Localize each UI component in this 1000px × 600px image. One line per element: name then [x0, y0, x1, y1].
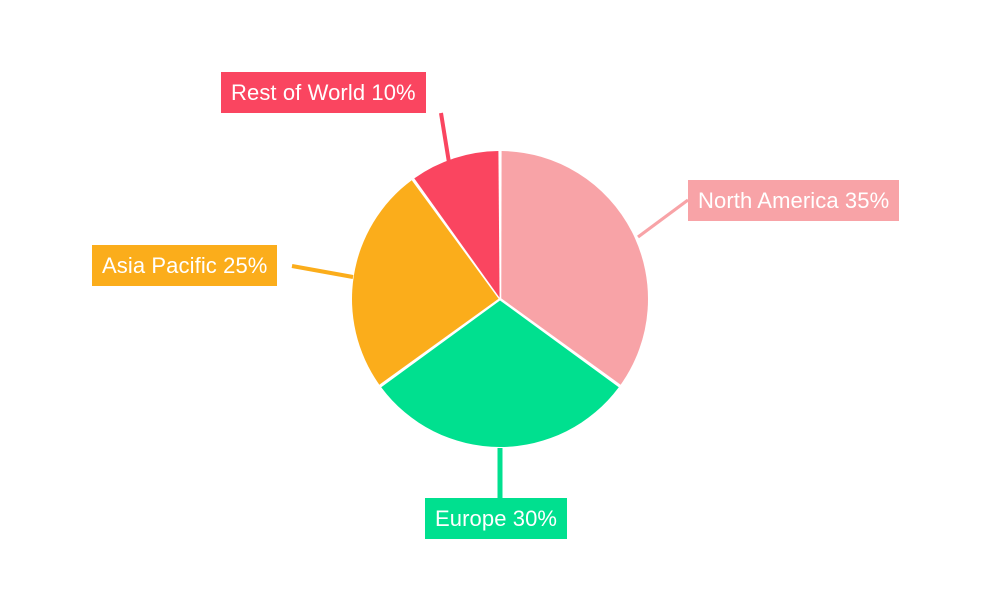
pie-slices	[352, 151, 648, 447]
pie-label-europe[interactable]: Europe 30%	[425, 498, 568, 539]
pie-slice-north-america[interactable]	[501, 151, 648, 385]
pie-label-north-america[interactable]: North America 35%	[688, 180, 900, 221]
pie-label-rest-of-world[interactable]: Rest of World 10%	[221, 72, 426, 113]
pie-label-asia-pacific[interactable]: Asia Pacific 25%	[92, 245, 278, 286]
leader-line-north-america	[637, 198, 689, 239]
pie-slice-rest-of-world[interactable]	[414, 151, 500, 298]
pie-slice-europe[interactable]	[381, 300, 619, 447]
leader-line-asia-pacific	[291, 264, 354, 279]
pie-slice-asia-pacific[interactable]	[352, 180, 499, 385]
